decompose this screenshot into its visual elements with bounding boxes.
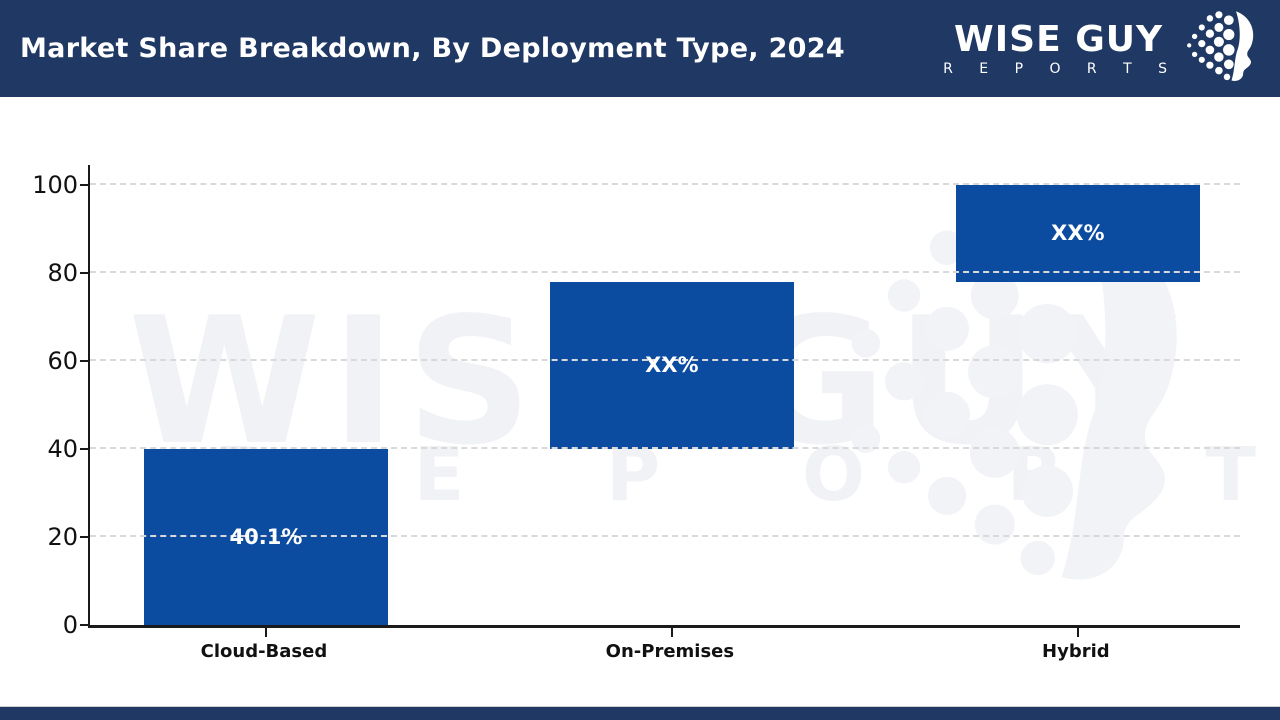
- bar-cloud-based: [144, 449, 388, 625]
- y-tickmark-100: [80, 184, 90, 186]
- bar-value-label-on-premises: XX%: [645, 353, 699, 378]
- gridline-60: [90, 359, 1240, 361]
- y-tick-label-100: 100: [32, 171, 78, 199]
- x-tickmark-on-premises: [670, 628, 673, 637]
- y-tickmark-0: [80, 624, 90, 626]
- header-bar: Market Share Breakdown, By Deployment Ty…: [0, 0, 1280, 97]
- wiseguy-logo: WISE GUY R E P O R T S: [939, 7, 1254, 91]
- bar-hybrid: [955, 185, 1200, 282]
- bar-value-label-cloud-based: 40.1%: [229, 525, 303, 549]
- logo-wordmark: WISE GUY: [954, 18, 1164, 60]
- y-tick-label-80: 80: [47, 259, 78, 287]
- bar-on-premises: [550, 281, 794, 449]
- y-tick-label-60: 60: [47, 347, 78, 375]
- x-label-hybrid: Hybrid: [1042, 641, 1110, 662]
- x-axis-labels: Cloud-Based On-Premises Hybrid: [88, 641, 1238, 671]
- logo-subtitle: R E P O R T S: [943, 60, 1178, 77]
- page-title: Market Share Breakdown, By Deployment Ty…: [20, 33, 845, 64]
- wiseguy-face-icon: [1187, 10, 1254, 81]
- plot-area: 40.1% XX% XX%: [80, 165, 1240, 637]
- footer-bar: [0, 706, 1280, 720]
- x-tickmark-hybrid: [1076, 628, 1079, 637]
- bar-value-label-hybrid: XX%: [1051, 221, 1105, 246]
- y-tick-label-0: 0: [62, 611, 78, 639]
- gridline-100: [90, 183, 1240, 185]
- y-tick-label-20: 20: [47, 523, 78, 551]
- y-tickmark-20: [80, 536, 90, 538]
- y-tickmark-80: [80, 272, 90, 274]
- gridline-80: [90, 271, 1240, 273]
- x-label-on-premises: On-Premises: [605, 641, 735, 662]
- x-tickmark-cloud-based: [264, 628, 267, 637]
- x-label-cloud-based: Cloud-Based: [200, 641, 328, 662]
- y-axis-labels: 0 20 40 60 80 100: [0, 165, 78, 637]
- y-tickmark-40: [80, 448, 90, 450]
- watermark-face-icon: [851, 209, 1177, 580]
- y-tick-label-40: 40: [47, 435, 78, 463]
- gridline-40: [90, 447, 1240, 449]
- gridline-20: [90, 535, 1240, 537]
- y-tickmark-60: [80, 360, 90, 362]
